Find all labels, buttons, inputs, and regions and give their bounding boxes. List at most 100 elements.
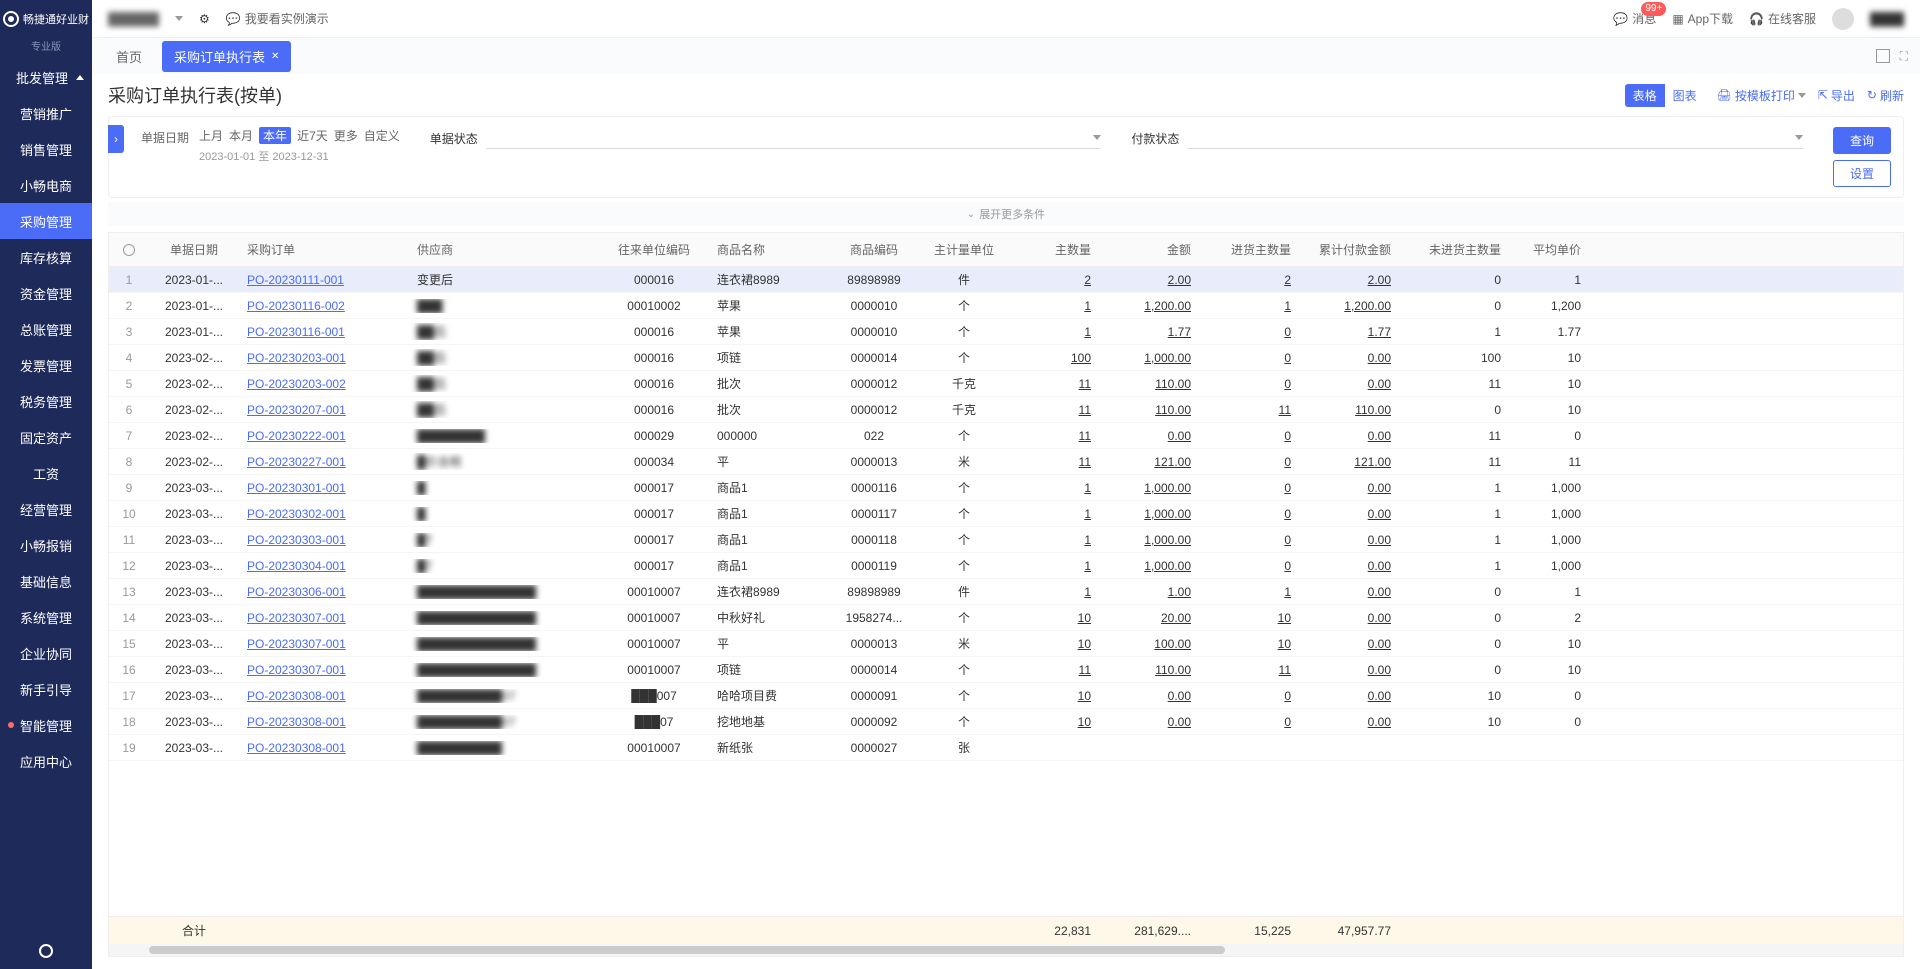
nav-parent[interactable]: 批发管理 [0,59,92,95]
nav-item[interactable]: 智能管理 [0,707,92,743]
drill-link[interactable]: 0.00 [1368,689,1391,703]
drill-link[interactable]: 11 [1079,455,1091,469]
column-header[interactable]: 主数量 [1009,241,1099,258]
drill-link[interactable]: 1 [1284,585,1291,599]
tab-home[interactable]: 首页 [104,41,154,72]
drill-link[interactable]: 100 [1071,351,1091,365]
drill-link[interactable]: 0 [1284,325,1291,339]
column-header[interactable]: 平均单价 [1509,241,1589,258]
view-table[interactable]: 表格 [1625,84,1665,107]
nav-item[interactable]: 库存核算 [0,239,92,275]
drill-link[interactable]: 0 [1284,559,1291,573]
drill-link[interactable]: 1,000.00 [1144,559,1191,573]
drill-link[interactable]: 0 [1284,377,1291,391]
drill-link[interactable]: 10 [1278,611,1291,625]
drill-link[interactable]: 0.00 [1368,429,1391,443]
drill-link[interactable]: 1.00 [1168,585,1191,599]
drill-link[interactable]: 1 [1084,299,1091,313]
scrollbar-thumb[interactable] [149,946,1225,954]
drill-link[interactable]: 0 [1284,715,1291,729]
drill-link[interactable]: 0.00 [1368,637,1391,651]
drill-link[interactable]: 0.00 [1368,663,1391,677]
drill-link[interactable]: 0.00 [1368,507,1391,521]
drill-link[interactable]: 11 [1079,663,1091,677]
quick-date[interactable]: 更多 [334,127,358,144]
drill-link[interactable]: 11 [1079,429,1091,443]
po-link[interactable]: PO-20230307-001 [247,663,346,677]
drill-link[interactable]: 0 [1284,481,1291,495]
nav-item[interactable]: 工资 [0,455,92,491]
table-row[interactable]: 132023-03-...PO-20230306-001████████████… [109,579,1903,605]
refresh-button[interactable]: ↻ 刷新 [1867,87,1904,104]
table-row[interactable]: 122023-03-...PO-20230304-001█T000017商品10… [109,553,1903,579]
po-link[interactable]: PO-20230308-001 [247,715,346,729]
drill-link[interactable]: 1 [1084,559,1091,573]
column-header[interactable]: 单据日期 [149,241,239,258]
nav-item[interactable]: 固定资产 [0,419,92,455]
po-link[interactable]: PO-20230307-001 [247,637,346,651]
po-link[interactable]: PO-20230301-001 [247,481,346,495]
drill-link[interactable]: 1 [1084,585,1091,599]
avatar[interactable] [1832,8,1854,30]
table-row[interactable]: 142023-03-...PO-20230307-001████████████… [109,605,1903,631]
drill-link[interactable]: 1.77 [1168,325,1191,339]
column-header[interactable]: 未进货主数量 [1399,241,1509,258]
nav-item[interactable]: 营销推广 [0,95,92,131]
nav-item[interactable]: 系统管理 [0,599,92,635]
drill-link[interactable]: 10 [1078,715,1091,729]
po-link[interactable]: PO-20230304-001 [247,559,346,573]
messages-button[interactable]: 💬 消息 99+ [1613,10,1656,27]
nav-item[interactable]: 总账管理 [0,311,92,347]
po-link[interactable]: PO-20230307-001 [247,611,346,625]
gear-icon[interactable] [123,244,135,256]
drill-link[interactable]: 0.00 [1368,559,1391,573]
table-row[interactable]: 172023-03-...PO-20230308-001██████████07… [109,683,1903,709]
drill-link[interactable]: 121.00 [1154,455,1191,469]
po-link[interactable]: PO-20230116-002 [247,299,345,313]
nav-item[interactable]: 企业协同 [0,635,92,671]
quick-date[interactable]: 自定义 [364,127,400,144]
column-header[interactable]: 主计量单位 [919,241,1009,258]
drill-link[interactable]: 1 [1084,481,1091,495]
drill-link[interactable]: 10 [1278,637,1291,651]
drill-link[interactable]: 11 [1079,403,1091,417]
quick-date[interactable]: 近7天 [297,127,328,144]
username[interactable]: ████ [1870,12,1904,26]
drill-link[interactable]: 100.00 [1154,637,1191,651]
table-row[interactable]: 72023-02-...PO-20230222-001████████00002… [109,423,1903,449]
drill-link[interactable]: 110.00 [1155,403,1191,417]
column-header[interactable]: 供应商 [409,241,599,258]
status-select[interactable] [486,127,1102,149]
drill-link[interactable]: 110.00 [1355,403,1391,417]
drill-link[interactable]: 10 [1078,637,1091,651]
table-row[interactable]: 12023-01-...PO-20230111-001变更后000016连衣裙8… [109,267,1903,293]
column-header[interactable] [109,244,149,256]
drill-link[interactable]: 1 [1084,325,1091,339]
po-link[interactable]: PO-20230308-001 [247,689,346,703]
expand-filters[interactable]: ⌄ 展开更多条件 [108,202,1904,226]
column-header[interactable]: 采购订单 [239,241,409,258]
drill-link[interactable]: 11 [1279,663,1291,677]
table-row[interactable]: 192023-03-...PO-20230308-001██████████00… [109,735,1903,761]
column-header[interactable]: 往来单位编码 [599,241,709,258]
print-button[interactable]: 🖨 按模板打印 [1717,87,1806,104]
table-row[interactable]: 112023-03-...PO-20230303-001█T000017商品10… [109,527,1903,553]
drill-link[interactable]: 1,000.00 [1144,481,1191,495]
settings-button[interactable]: 设置 [1833,160,1891,187]
table-row[interactable]: 82023-02-...PO-20230227-001█价含税000034平00… [109,449,1903,475]
drill-link[interactable]: 110.00 [1155,663,1191,677]
table-row[interactable]: 22023-01-...PO-20230116-002███00010002苹果… [109,293,1903,319]
drill-link[interactable]: 10 [1078,689,1091,703]
view-chart[interactable]: 图表 [1665,84,1705,107]
close-icon[interactable]: ✕ [271,51,279,62]
po-link[interactable]: PO-20230111-001 [247,273,344,287]
po-link[interactable]: PO-20230222-001 [247,429,346,443]
po-link[interactable]: PO-20230116-001 [247,325,345,339]
po-link[interactable]: PO-20230203-001 [247,351,346,365]
pay-select[interactable] [1187,127,1803,149]
table-row[interactable]: 162023-03-...PO-20230307-001████████████… [109,657,1903,683]
app-download-button[interactable]: ▦ App下载 [1672,10,1733,27]
po-link[interactable]: PO-20230303-001 [247,533,346,547]
search-button[interactable]: 查询 [1833,127,1891,154]
drill-link[interactable]: 1 [1084,507,1091,521]
